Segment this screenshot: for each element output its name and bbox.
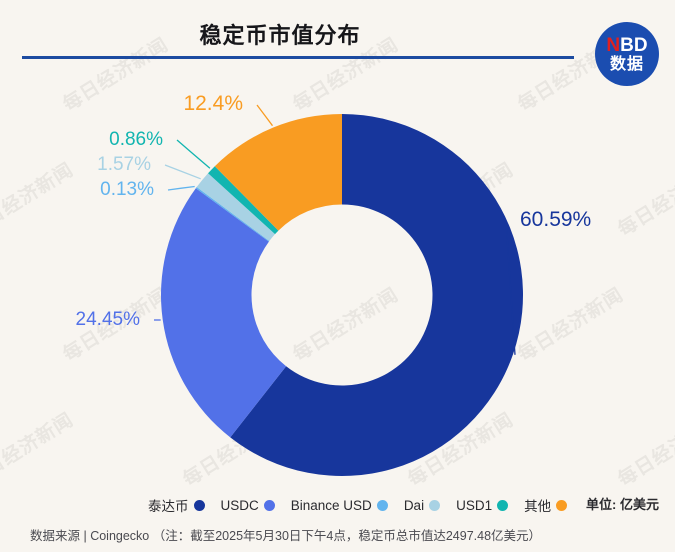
- legend-item-label: USDC: [220, 497, 259, 513]
- legend-item[interactable]: USDC: [221, 498, 275, 513]
- legend-color-swatch: [263, 499, 275, 511]
- legend-item[interactable]: Binance USD: [291, 498, 388, 513]
- leader-line: [256, 104, 274, 127]
- title-divider: [22, 56, 574, 59]
- donut-slice[interactable]: [160, 188, 287, 438]
- slice-value-label: 24.45%: [76, 309, 141, 330]
- chart-footer: 数据来源 | Coingecko （注：截至2025年5月30日下午4点，稳定币…: [0, 522, 675, 546]
- nbd-logo-name-rest: BD: [620, 34, 648, 56]
- nbd-logo-name: NBD: [606, 36, 647, 55]
- slice-value-label: 12.4%: [183, 92, 243, 115]
- slice-value-label: 60.59%: [520, 208, 591, 231]
- legend-item-label: 泰达币: [148, 499, 189, 514]
- nbd-logo-initial: N: [606, 34, 621, 56]
- donut-slice[interactable]: [195, 187, 270, 242]
- legend-item[interactable]: USD1: [456, 497, 509, 513]
- legend-item-label: Dai: [403, 497, 425, 513]
- legend-color-swatch: [497, 499, 509, 511]
- slice-value-label: 0.13%: [100, 179, 154, 200]
- legend-item-list: 泰达币 USDC Binance USD Dai USD1 其他: [148, 495, 568, 515]
- legend-item[interactable]: 泰达币: [148, 495, 205, 515]
- donut-slice[interactable]: [196, 173, 276, 242]
- leader-line: [167, 185, 195, 191]
- donut-slice[interactable]: [208, 166, 279, 235]
- chart-legend: 泰达币 USDC Binance USD Dai USD1 其他 单位: 亿美元: [0, 492, 675, 518]
- slice-value-label: 1.57%: [97, 154, 151, 175]
- legend-color-swatch: [376, 499, 388, 511]
- source-note: 数据来源 | Coingecko （注：截至2025年5月30日下午4点，稳定币…: [30, 528, 542, 543]
- slice-value-label: 0.86%: [109, 129, 163, 150]
- legend-item-label: USD1: [456, 497, 493, 513]
- donut-slice-labels: 60.59% 24.45% 0.13% 1.57% 0.86% 12.4%: [76, 92, 592, 330]
- nbd-logo-subtitle: 数据: [609, 55, 644, 73]
- nbd-logo-badge: NBD 数据: [595, 22, 659, 86]
- legend-unit-label: 单位: 亿美元: [586, 497, 659, 512]
- donut-chart-svg: 60.59% 24.45% 0.13% 1.57% 0.86% 12.4%: [76, 92, 592, 476]
- page-title: 稳定币市值分布: [199, 23, 361, 48]
- donut-leader-lines: [154, 104, 516, 355]
- legend-item-label: Binance USD: [290, 497, 372, 513]
- donut-slice[interactable]: [230, 114, 523, 476]
- leader-line: [505, 220, 516, 355]
- legend-color-swatch: [429, 499, 441, 511]
- legend-color-swatch: [556, 499, 568, 511]
- leader-line: [164, 164, 201, 180]
- legend-color-swatch: [193, 499, 205, 511]
- legend-item-label: 其他: [524, 499, 552, 514]
- leader-line: [176, 139, 211, 169]
- chart-header: 稳定币市值分布 NBD 数据: [0, 0, 675, 86]
- donut-chart: 60.59% 24.45% 0.13% 1.57% 0.86% 12.4%: [0, 78, 675, 490]
- donut-slices: [160, 114, 523, 476]
- legend-item[interactable]: Dai: [403, 497, 441, 513]
- legend-item[interactable]: 其他: [524, 495, 568, 515]
- donut-slice[interactable]: [214, 114, 342, 231]
